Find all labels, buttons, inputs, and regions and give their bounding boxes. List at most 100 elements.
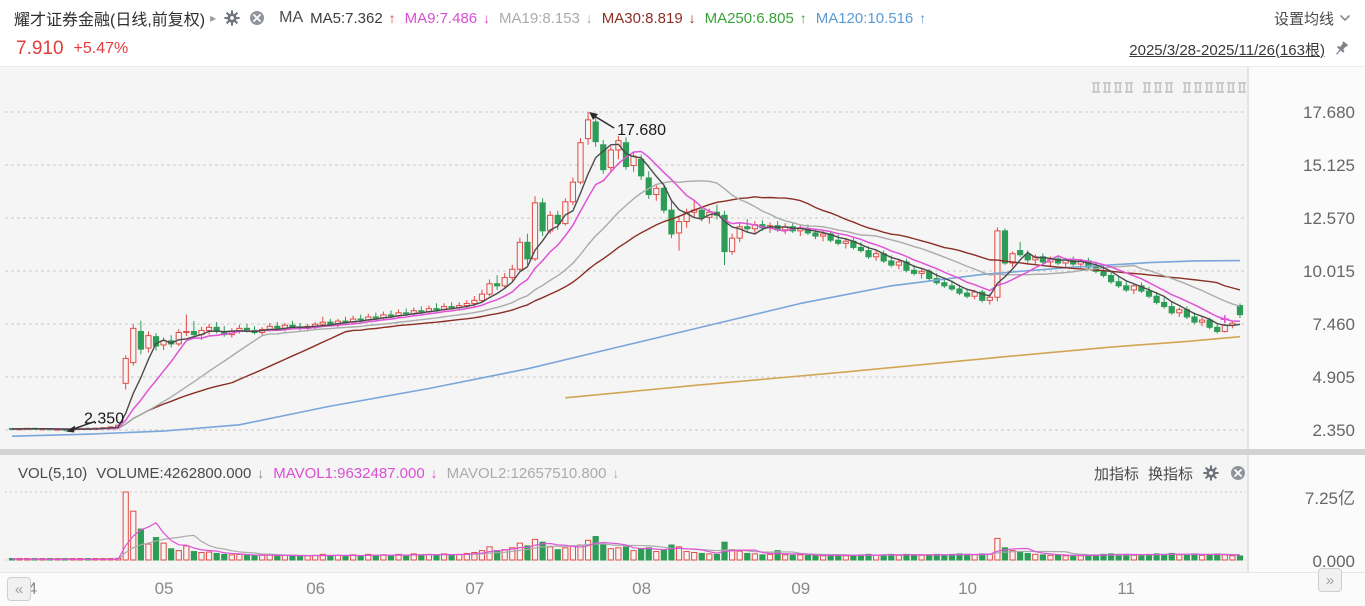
stamp-glyph	[1097, 82, 1099, 93]
volume-bar	[190, 551, 198, 561]
last-price: 7.910	[16, 38, 64, 59]
stamp-glyph	[1159, 82, 1161, 93]
ma9-line	[11, 150, 1240, 430]
candle-body	[524, 241, 531, 260]
candle-body	[387, 314, 395, 317]
candle-body	[835, 239, 842, 244]
vol-value-arrow-1: ↓	[426, 464, 438, 481]
vol-value-arrow-2: ↓	[608, 464, 620, 481]
gear-icon[interactable]	[223, 9, 241, 27]
volume-bar	[274, 555, 281, 561]
low-arrowhead	[66, 425, 76, 433]
volume-bar	[986, 553, 993, 561]
candle-body	[857, 246, 865, 252]
stamp-glyph	[1195, 82, 1197, 93]
switch-indicator-button[interactable]: 换指标	[1147, 465, 1193, 483]
vol-close-icon[interactable]	[1229, 464, 1247, 482]
volume-bar	[569, 545, 577, 561]
volume-bar	[994, 537, 1001, 561]
volume-bar	[782, 554, 789, 561]
candle-body	[130, 327, 137, 364]
candle-body	[1017, 250, 1024, 256]
ma-value-1: MA9:7.486 ↓	[404, 9, 491, 27]
vol-gear-icon[interactable]	[1202, 464, 1220, 482]
candle-body	[554, 214, 561, 225]
close-indicator-icon[interactable]	[248, 9, 266, 27]
candle-body	[418, 310, 425, 313]
candle-body	[683, 211, 690, 223]
ma-settings-button[interactable]: 设置均线	[1274, 8, 1351, 29]
time-axis: 0405060708091011	[0, 572, 1365, 606]
scroll-right-button[interactable]: »	[1318, 568, 1342, 592]
volume-bar	[1100, 553, 1107, 561]
volume-bar	[516, 542, 523, 561]
candle-body	[327, 321, 334, 325]
candle-body	[152, 336, 160, 347]
candle-body	[1168, 306, 1175, 314]
volume-bar	[243, 554, 251, 561]
ma19-line	[11, 180, 1241, 430]
volume-bar	[873, 554, 880, 561]
price-tick-4.905: 4.905	[1312, 368, 1355, 387]
candle-body	[403, 312, 410, 315]
volume-bar	[289, 555, 296, 561]
stamp-glyph	[1165, 82, 1173, 84]
volume-bar	[660, 549, 667, 561]
volume-bar	[971, 554, 978, 561]
candle-body	[190, 330, 198, 336]
stamp-glyph	[1092, 91, 1100, 93]
stamp-glyph	[1205, 82, 1213, 84]
volume-bar	[410, 553, 417, 561]
volume-bar	[675, 546, 683, 561]
stamp-glyph	[1243, 82, 1245, 93]
stamp-glyph	[1199, 82, 1201, 93]
volume-bar	[706, 553, 713, 561]
month-label-09: 09	[791, 579, 811, 598]
volume-bar	[327, 555, 334, 561]
candle-body	[812, 232, 819, 237]
candle-body	[979, 291, 986, 301]
volume-bar	[152, 536, 160, 561]
volume-bar	[592, 536, 599, 561]
volume-bar	[554, 549, 561, 561]
volume-bar	[228, 554, 235, 561]
month-label-07: 07	[465, 579, 485, 598]
volume-bar	[198, 551, 205, 561]
chart-header: 耀才证券金融(日线,前复权) ▸ MA MA5:7.362 ↑ MA9:7.	[0, 0, 1365, 66]
candle-body	[910, 269, 918, 274]
ma-value-arrow-3: ↓	[684, 9, 696, 26]
volume-bar	[1176, 554, 1183, 561]
stamp-glyph	[1114, 91, 1122, 93]
candle-body	[1206, 319, 1213, 328]
low-annotation: 2.350	[84, 410, 124, 427]
candle-body	[1009, 253, 1016, 264]
pin-icon[interactable]	[1331, 39, 1351, 59]
volume-bar	[691, 551, 698, 561]
price-tick-2.350: 2.350	[1312, 421, 1355, 440]
candle-body	[1221, 324, 1228, 332]
stamp-glyph	[1194, 91, 1202, 93]
stamp-glyph	[1239, 82, 1241, 93]
pane-divider[interactable]	[0, 449, 1365, 455]
candle-body	[668, 209, 675, 235]
date-range-link[interactable]: 2025/3/28-2025/11/26(163根)	[1129, 41, 1325, 59]
scroll-left-button[interactable]: «	[7, 577, 31, 601]
stamp-glyph	[1119, 82, 1121, 93]
volume-bar	[296, 555, 304, 561]
candle-body	[205, 326, 213, 331]
candle-body	[319, 321, 326, 325]
volume-bar	[766, 553, 774, 561]
instrument-title[interactable]: 耀才证券金融(日线,前复权)	[14, 12, 206, 29]
price-tick-15.125: 15.125	[1303, 156, 1355, 175]
candle-body	[122, 357, 129, 384]
candle-body	[509, 268, 516, 279]
title-caret-icon[interactable]: ▸	[210, 11, 217, 25]
add-indicator-button[interactable]: 加指标	[1093, 465, 1139, 483]
stamp-glyph	[1194, 82, 1202, 84]
vol-values-list: VOLUME:4262800.000 ↓ MAVOL1:9632487.000 ↓…	[96, 465, 619, 482]
volume-bar	[213, 552, 220, 561]
candle-body	[463, 302, 470, 307]
stamp-glyph	[1170, 82, 1172, 93]
